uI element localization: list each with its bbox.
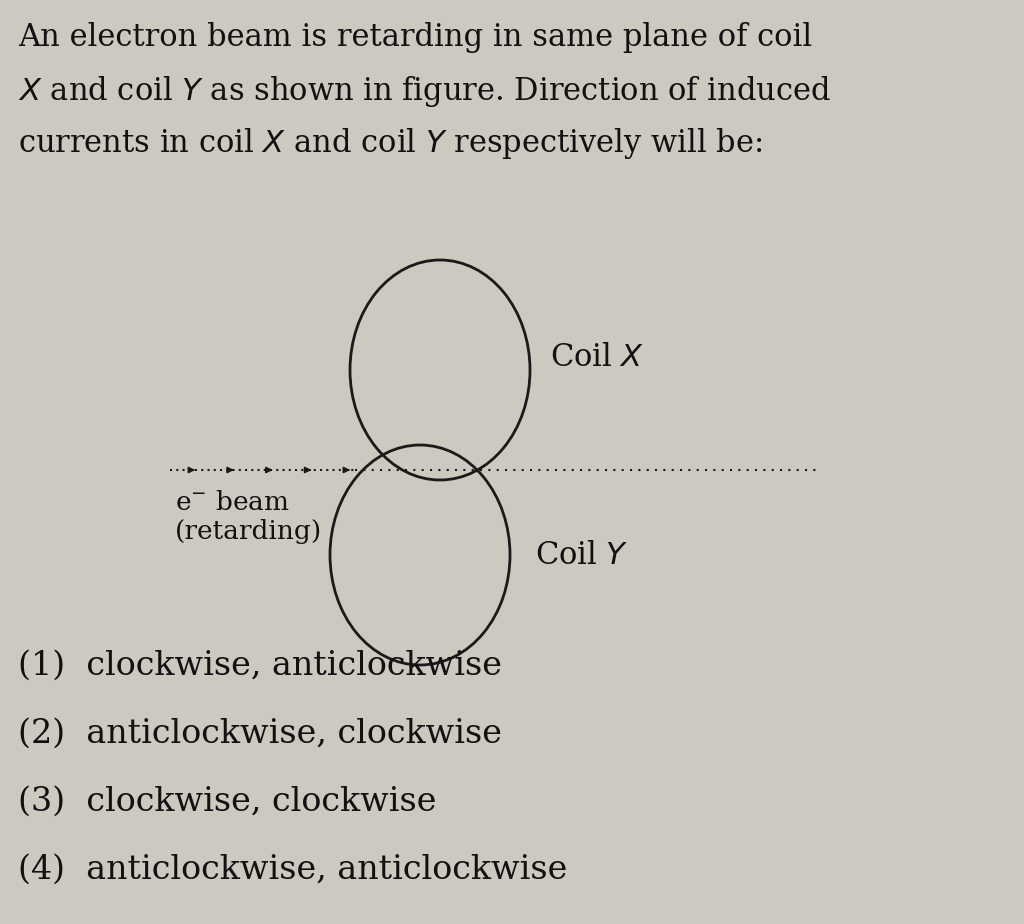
Text: Coil $X$: Coil $X$ [550, 343, 644, 373]
Text: An electron beam is retarding in same plane of coil: An electron beam is retarding in same pl… [18, 22, 812, 53]
Text: (1)  clockwise, anticlockwise: (1) clockwise, anticlockwise [18, 650, 502, 682]
Text: (4)  anticlockwise, anticlockwise: (4) anticlockwise, anticlockwise [18, 854, 567, 886]
Text: currents in coil $X$ and coil $Y$ respectively will be:: currents in coil $X$ and coil $Y$ respec… [18, 126, 762, 161]
Text: (2)  anticlockwise, clockwise: (2) anticlockwise, clockwise [18, 718, 502, 750]
Text: (3)  clockwise, clockwise: (3) clockwise, clockwise [18, 786, 436, 818]
Text: Coil $Y$: Coil $Y$ [535, 540, 629, 570]
Text: $X$ and coil $Y$ as shown in figure. Direction of induced: $X$ and coil $Y$ as shown in figure. Dir… [18, 74, 831, 109]
Text: e$^{-}$ beam
(retarding): e$^{-}$ beam (retarding) [175, 490, 323, 544]
